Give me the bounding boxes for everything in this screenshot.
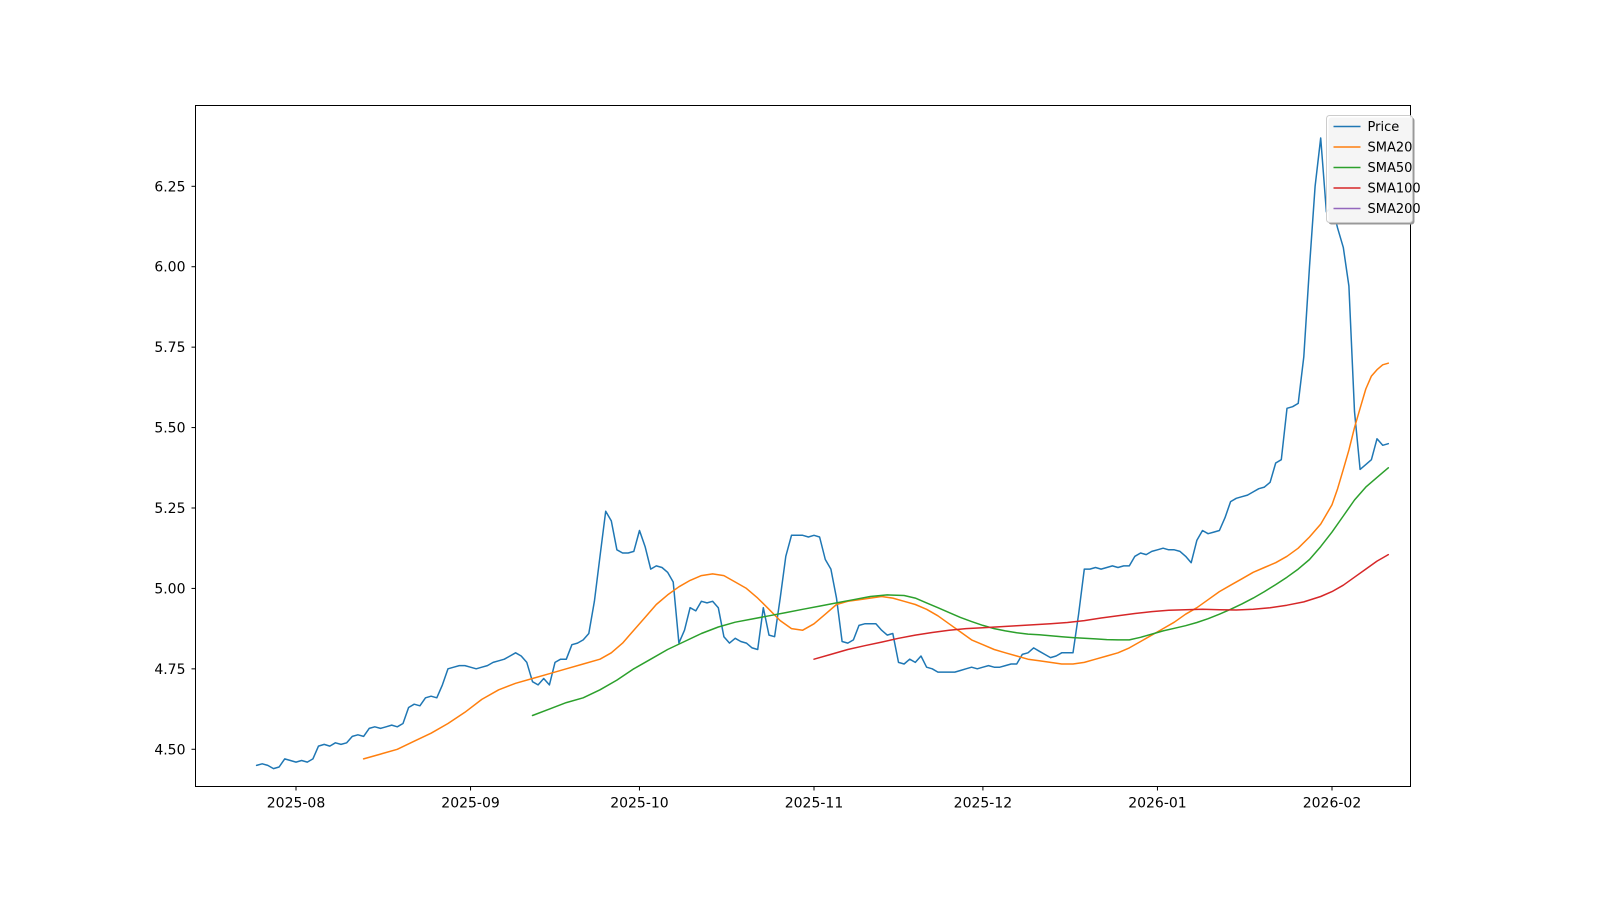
x-tick-label: 2025-10 — [610, 796, 669, 812]
legend-entry-sma100: SMA100 — [1333, 182, 1421, 197]
y-tick-label: 4.50 — [154, 742, 185, 758]
price-line — [255, 137, 1390, 770]
y-tick-label: 6.25 — [154, 179, 185, 195]
x-tick-label: 2025-08 — [267, 796, 326, 812]
y-tick-label: 5.00 — [154, 581, 185, 597]
legend-entry-price: Price — [1333, 120, 1400, 135]
plot-border — [195, 105, 1411, 787]
sma20-line — [362, 362, 1390, 760]
y-tick-label: 6.00 — [154, 260, 185, 276]
x-tick-label: 2025-11 — [785, 796, 844, 812]
y-tick-label: 4.75 — [154, 662, 185, 678]
y-tick-label: 5.50 — [154, 421, 185, 437]
legend: Price SMA20 SMA50 SMA100 SMA200 — [1326, 115, 1421, 225]
x-axis: 2025-08 2025-09 2025-10 2025-11 2025-12 2026-… — [267, 786, 1362, 812]
sma100-line — [813, 553, 1390, 660]
sma50-line — [531, 467, 1390, 717]
x-tick-label: 2026-02 — [1303, 796, 1362, 812]
x-tick-label: 2025-09 — [441, 796, 500, 812]
legend-box — [1326, 115, 1413, 223]
legend-label: SMA50 — [1368, 161, 1413, 176]
x-tick-label: 2026-01 — [1128, 796, 1187, 812]
y-tick-label: 5.25 — [154, 501, 185, 517]
x-tick-label: 2025-12 — [954, 796, 1013, 812]
legend-label: SMA20 — [1368, 141, 1413, 156]
legend-label: SMA200 — [1368, 202, 1421, 217]
legend-entry-sma20: SMA20 — [1333, 141, 1413, 156]
legend-entry-sma200: SMA200 — [1333, 202, 1421, 217]
legend-label: Price — [1368, 120, 1400, 135]
y-tick-label: 5.75 — [154, 340, 185, 356]
y-axis: 4.50 4.75 5.00 5.25 5.50 5.75 6.00 6.25 — [154, 179, 196, 758]
legend-label: SMA100 — [1368, 182, 1421, 197]
series-group — [255, 137, 1390, 770]
legend-entry-sma50: SMA50 — [1333, 161, 1413, 176]
